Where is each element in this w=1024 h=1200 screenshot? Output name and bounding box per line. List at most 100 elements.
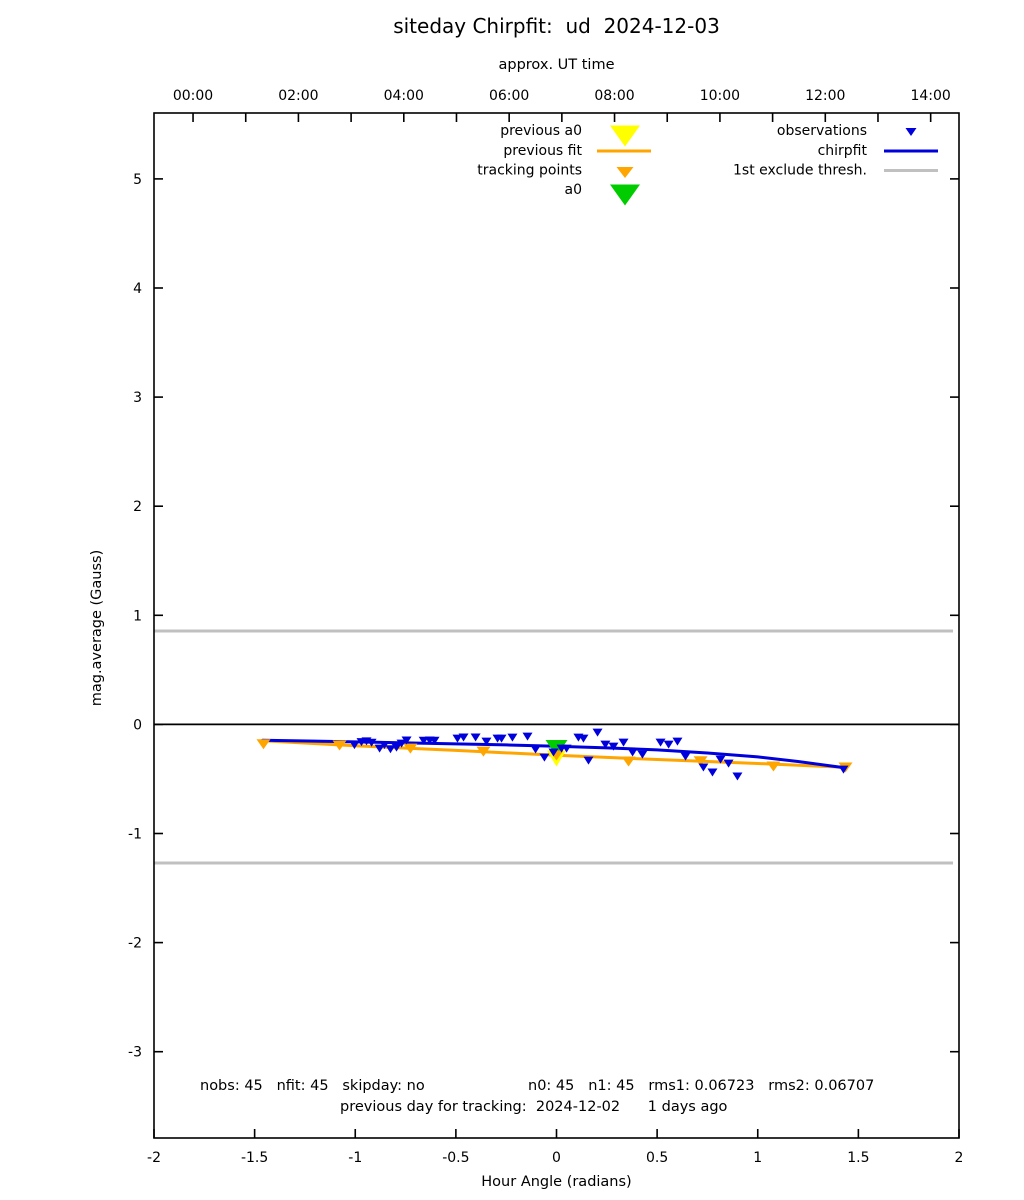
tracking-point — [476, 746, 491, 757]
observation-point — [470, 733, 481, 742]
x-tick-label: 2 — [955, 1150, 964, 1166]
observation-point — [698, 763, 709, 772]
stats-prev-day: previous day for tracking: 2024-12-02 1 … — [340, 1099, 728, 1115]
legend-label: tracking points — [477, 163, 582, 179]
legend-big-triangle — [610, 125, 640, 147]
ut-time-ticks: 00:00 02:00 04:00 06:00 08:00 10:00 12:00 14:00 — [173, 88, 951, 122]
observation-point — [458, 733, 469, 742]
legend-label: chirpfit — [818, 143, 868, 159]
observation-point — [366, 738, 377, 747]
y-tick-label: -2 — [128, 936, 142, 952]
observation-point — [583, 756, 594, 765]
legend-label: observations — [777, 123, 867, 139]
observation-point — [608, 742, 619, 751]
observation-point — [452, 734, 463, 743]
y-axis-label: mag.average (Gauss) — [89, 549, 105, 707]
observation-point — [530, 745, 541, 754]
x-tick-label: 0.5 — [646, 1150, 668, 1166]
tracking-point — [256, 739, 271, 750]
x-tick-label: 0 — [552, 1150, 561, 1166]
y-tick-label: 1 — [133, 608, 142, 624]
a0-marker — [545, 739, 568, 756]
legend-small-triangle — [616, 167, 634, 178]
observation-point — [707, 768, 718, 777]
observation-point — [627, 748, 638, 757]
y-tick-label: 5 — [133, 172, 142, 188]
observation-point — [539, 753, 550, 762]
x-tick-label: 1 — [753, 1150, 762, 1166]
observation-point — [663, 740, 674, 749]
legend-label: previous fit — [503, 143, 582, 159]
observation-point — [732, 772, 743, 781]
ut-tick-label: 04:00 — [384, 88, 424, 104]
y-tick-label: 2 — [133, 499, 142, 515]
y-axis-ticks: -3 -2 -1 0 1 2 3 4 5 — [128, 172, 959, 1061]
observation-point — [374, 744, 385, 753]
x-tick-label: -1 — [348, 1150, 362, 1166]
exclude-threshold-lines — [154, 629, 953, 865]
observation-point — [379, 741, 390, 750]
legend-label: a0 — [565, 182, 583, 198]
tracking-point — [766, 761, 781, 772]
observation-point — [507, 733, 518, 742]
x-axis-label: Hour Angle (radians) — [481, 1174, 632, 1190]
ut-tick-label: 02:00 — [278, 88, 318, 104]
observation-point — [391, 743, 402, 752]
observation-point — [522, 732, 533, 741]
observation-point — [723, 759, 734, 768]
tracking-point — [693, 756, 708, 767]
observation-point — [349, 741, 360, 750]
observation-point — [600, 740, 611, 749]
stats-counts: nobs: 45 nfit: 45 skipday: no — [200, 1078, 425, 1094]
y-tick-label: 4 — [133, 281, 142, 297]
x-tick-label: -0.5 — [442, 1150, 469, 1166]
legend: previous a0 previous fit tracking points a0… — [477, 123, 938, 206]
observation-point — [578, 734, 589, 743]
top-axis-label: approx. UT time — [498, 57, 615, 73]
y-tick-label: 0 — [133, 717, 142, 733]
ut-tick-label: 10:00 — [700, 88, 740, 104]
observation-point — [715, 755, 726, 764]
ut-tick-label: 00:00 — [173, 88, 213, 104]
observation-point — [496, 734, 507, 743]
tracking-point — [403, 743, 418, 754]
legend-big-triangle — [610, 184, 640, 206]
observation-point — [396, 739, 407, 748]
observation-point — [592, 728, 603, 737]
observation-point — [561, 744, 572, 753]
tracking-points-series — [256, 739, 853, 773]
tracking-point — [332, 740, 347, 751]
y-tick-label: 3 — [133, 390, 142, 406]
observation-point — [548, 748, 559, 757]
ut-tick-label: 12:00 — [805, 88, 845, 104]
observation-point — [672, 737, 683, 746]
tracking-point — [621, 756, 636, 767]
observation-point — [481, 737, 492, 746]
x-tick-label: -2 — [147, 1150, 161, 1166]
y-tick-label: -3 — [128, 1045, 142, 1061]
observation-point — [401, 736, 412, 745]
chart-title: siteday Chirpfit: ud 2024-12-03 — [393, 14, 720, 38]
observation-point — [385, 745, 396, 754]
observation-point — [655, 738, 666, 747]
x-tick-label: -1.5 — [241, 1150, 268, 1166]
legend-label: 1st exclude thresh. — [733, 163, 867, 179]
observation-point — [838, 765, 849, 774]
legend-tiny-triangle — [905, 128, 917, 136]
plot-border — [153, 112, 960, 1139]
observation-point — [429, 736, 440, 745]
legend-label: previous a0 — [500, 123, 582, 139]
observation-point — [680, 752, 691, 761]
ut-tick-label: 06:00 — [489, 88, 529, 104]
stats-rms: n0: 45 n1: 45 rms1: 0.06723 rms2: 0.0670… — [528, 1078, 875, 1094]
observation-point — [637, 750, 648, 759]
observation-point — [618, 738, 629, 747]
observations-series — [349, 728, 849, 781]
x-axis-ticks: -2 -1.5 -1 -0.5 0 0.5 1 1.5 2 — [147, 1129, 963, 1166]
y-tick-label: -1 — [128, 827, 142, 843]
ut-tick-label: 08:00 — [594, 88, 634, 104]
ut-tick-label: 14:00 — [910, 88, 950, 104]
x-tick-label: 1.5 — [847, 1150, 869, 1166]
